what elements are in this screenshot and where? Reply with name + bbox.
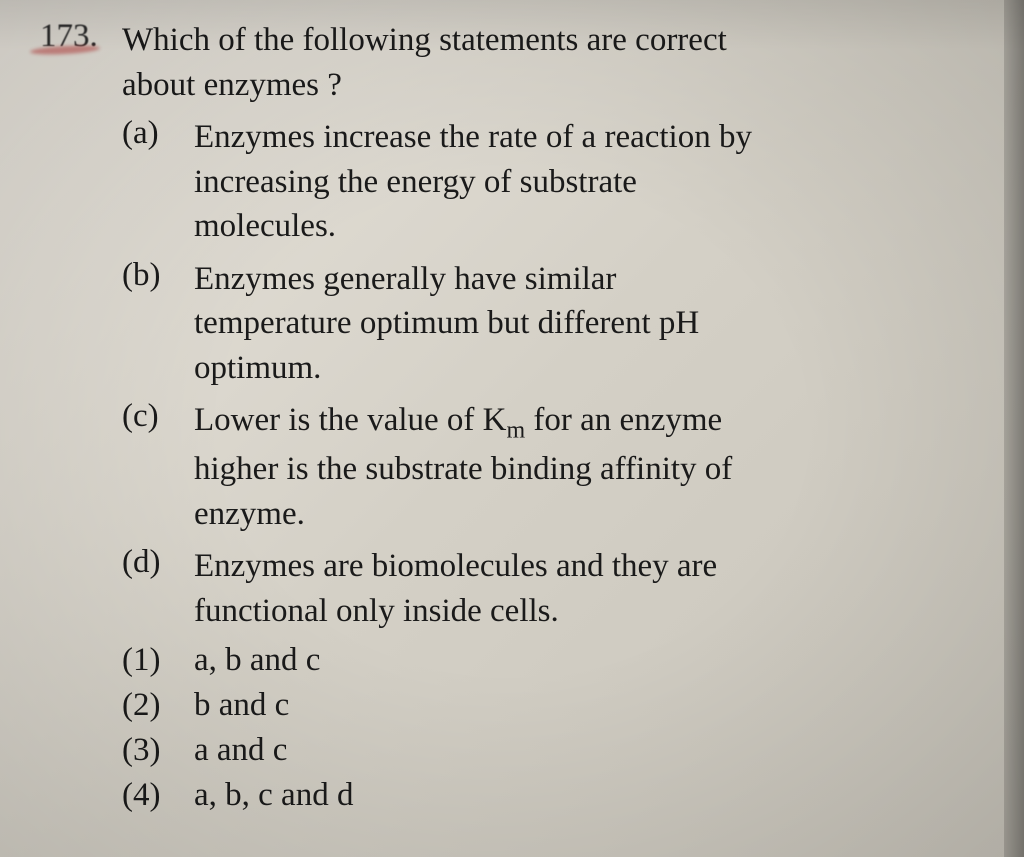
answer-2-text: b and c xyxy=(194,687,964,724)
option-a-label: (a) xyxy=(122,115,194,152)
option-a-line1: Enzymes increase the rate of a reaction … xyxy=(194,119,752,155)
answer-3-label: (3) xyxy=(122,732,194,769)
option-b-text: Enzymes generally have similar temperatu… xyxy=(194,257,964,391)
option-c-post: for an enzyme xyxy=(525,402,722,438)
option-c-pre: Lower is the value of K xyxy=(194,402,507,438)
option-b-label: (b) xyxy=(122,257,194,294)
option-b-line2: temperature optimum but different pH xyxy=(194,305,699,341)
answer-2-label: (2) xyxy=(122,687,194,724)
option-c-line3: enzyme. xyxy=(194,496,305,532)
option-c-line2: higher is the substrate binding affinity… xyxy=(194,451,732,487)
option-c: (c) Lower is the value of Km for an enzy… xyxy=(122,398,964,536)
options-block: (a) Enzymes increase the rate of a react… xyxy=(122,115,964,813)
option-b-line3: optimum. xyxy=(194,350,321,386)
option-a: (a) Enzymes increase the rate of a react… xyxy=(122,115,964,249)
answer-4: (4) a, b, c and d xyxy=(122,777,964,814)
question-text: Which of the following statements are co… xyxy=(122,18,964,107)
option-b: (b) Enzymes generally have similar tempe… xyxy=(122,257,964,391)
option-d-text: Enzymes are biomolecules and they are fu… xyxy=(194,544,964,633)
option-a-text: Enzymes increase the rate of a reaction … xyxy=(194,115,964,249)
page-edge-shadow xyxy=(1004,0,1024,857)
question-text-line1: Which of the following statements are co… xyxy=(122,22,727,58)
option-a-line3: molecules. xyxy=(194,208,336,244)
option-d-line1: Enzymes are biomolecules and they are xyxy=(194,548,717,584)
option-c-sub: m xyxy=(507,418,526,444)
answer-3-text: a and c xyxy=(194,732,964,769)
option-c-label: (c) xyxy=(122,398,194,435)
question-text-line2: about enzymes ? xyxy=(122,67,342,103)
option-a-line2: increasing the energy of substrate xyxy=(194,164,637,200)
answer-4-text: a, b, c and d xyxy=(194,777,964,814)
answer-3: (3) a and c xyxy=(122,732,964,769)
option-d-label: (d) xyxy=(122,544,194,581)
answer-2: (2) b and c xyxy=(122,687,964,724)
answer-4-label: (4) xyxy=(122,777,194,814)
option-c-text: Lower is the value of Km for an enzyme h… xyxy=(194,398,964,536)
question-number: 173. xyxy=(30,18,122,55)
option-d: (d) Enzymes are biomolecules and they ar… xyxy=(122,544,964,633)
answer-1: (1) a, b and c xyxy=(122,642,964,679)
answer-1-text: a, b and c xyxy=(194,642,964,679)
option-b-line1: Enzymes generally have similar xyxy=(194,261,616,297)
question-row: 173. Which of the following statements a… xyxy=(30,18,964,107)
option-d-line2: functional only inside cells. xyxy=(194,593,559,629)
answer-1-label: (1) xyxy=(122,642,194,679)
